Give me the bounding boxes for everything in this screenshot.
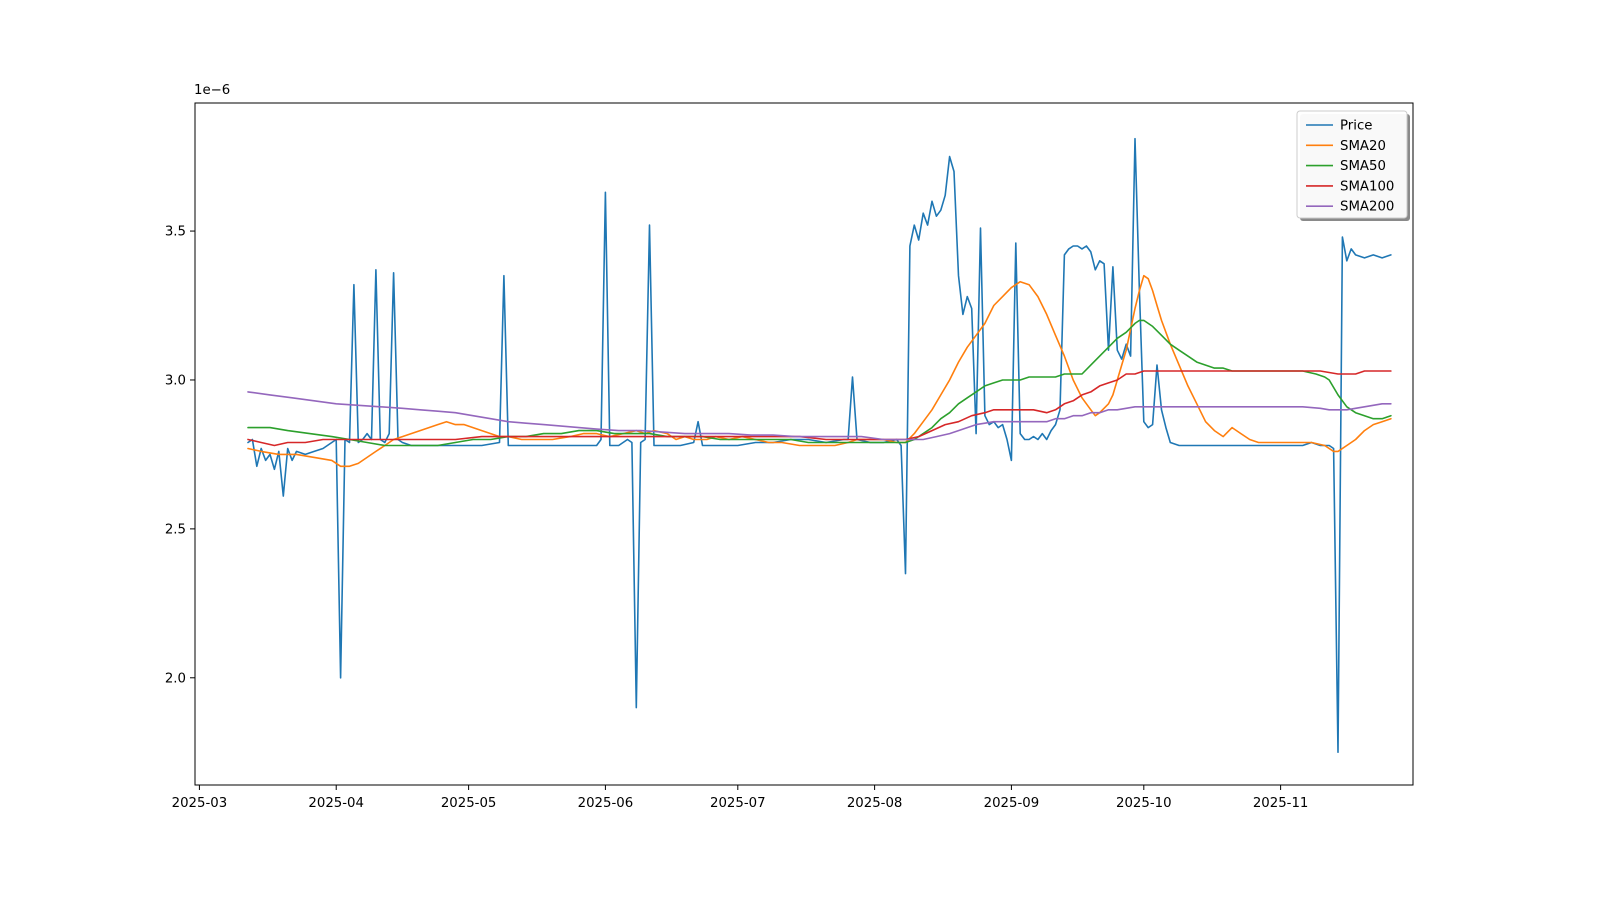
legend-label-sma200: SMA200	[1340, 200, 1394, 215]
x-tick-label: 2025-07	[710, 796, 766, 811]
series-line-sma100	[247, 370, 1392, 447]
axes-frame	[194, 102, 1414, 786]
series-line-sma20	[247, 274, 1392, 468]
x-tick-label: 2025-03	[172, 796, 228, 811]
plot-area	[195, 103, 1413, 785]
y-tick-label: 3.0	[165, 373, 186, 388]
x-tick-label: 2025-11	[1253, 796, 1309, 811]
legend-label-sma100: SMA100	[1340, 179, 1394, 194]
legend-box	[1296, 110, 1408, 219]
y-tick-label: 2.5	[165, 522, 186, 537]
x-tick-label: 2025-08	[847, 796, 903, 811]
y-tick-label: 3.5	[165, 225, 186, 240]
y-axis-offset-label: 1e−6	[194, 83, 230, 98]
legend-label-sma50: SMA50	[1340, 159, 1386, 174]
x-tick-label: 2025-05	[441, 796, 497, 811]
legend-label-sma20: SMA20	[1340, 139, 1386, 154]
legend-label-price: Price	[1340, 119, 1372, 134]
series-line-sma200	[247, 391, 1392, 441]
x-tick-label: 2025-10	[1116, 796, 1172, 811]
x-tick-label: 2025-06	[578, 796, 634, 811]
x-tick-label: 2025-09	[984, 796, 1040, 811]
x-tick-label: 2025-04	[308, 796, 364, 811]
y-tick-label: 2.0	[165, 671, 186, 686]
